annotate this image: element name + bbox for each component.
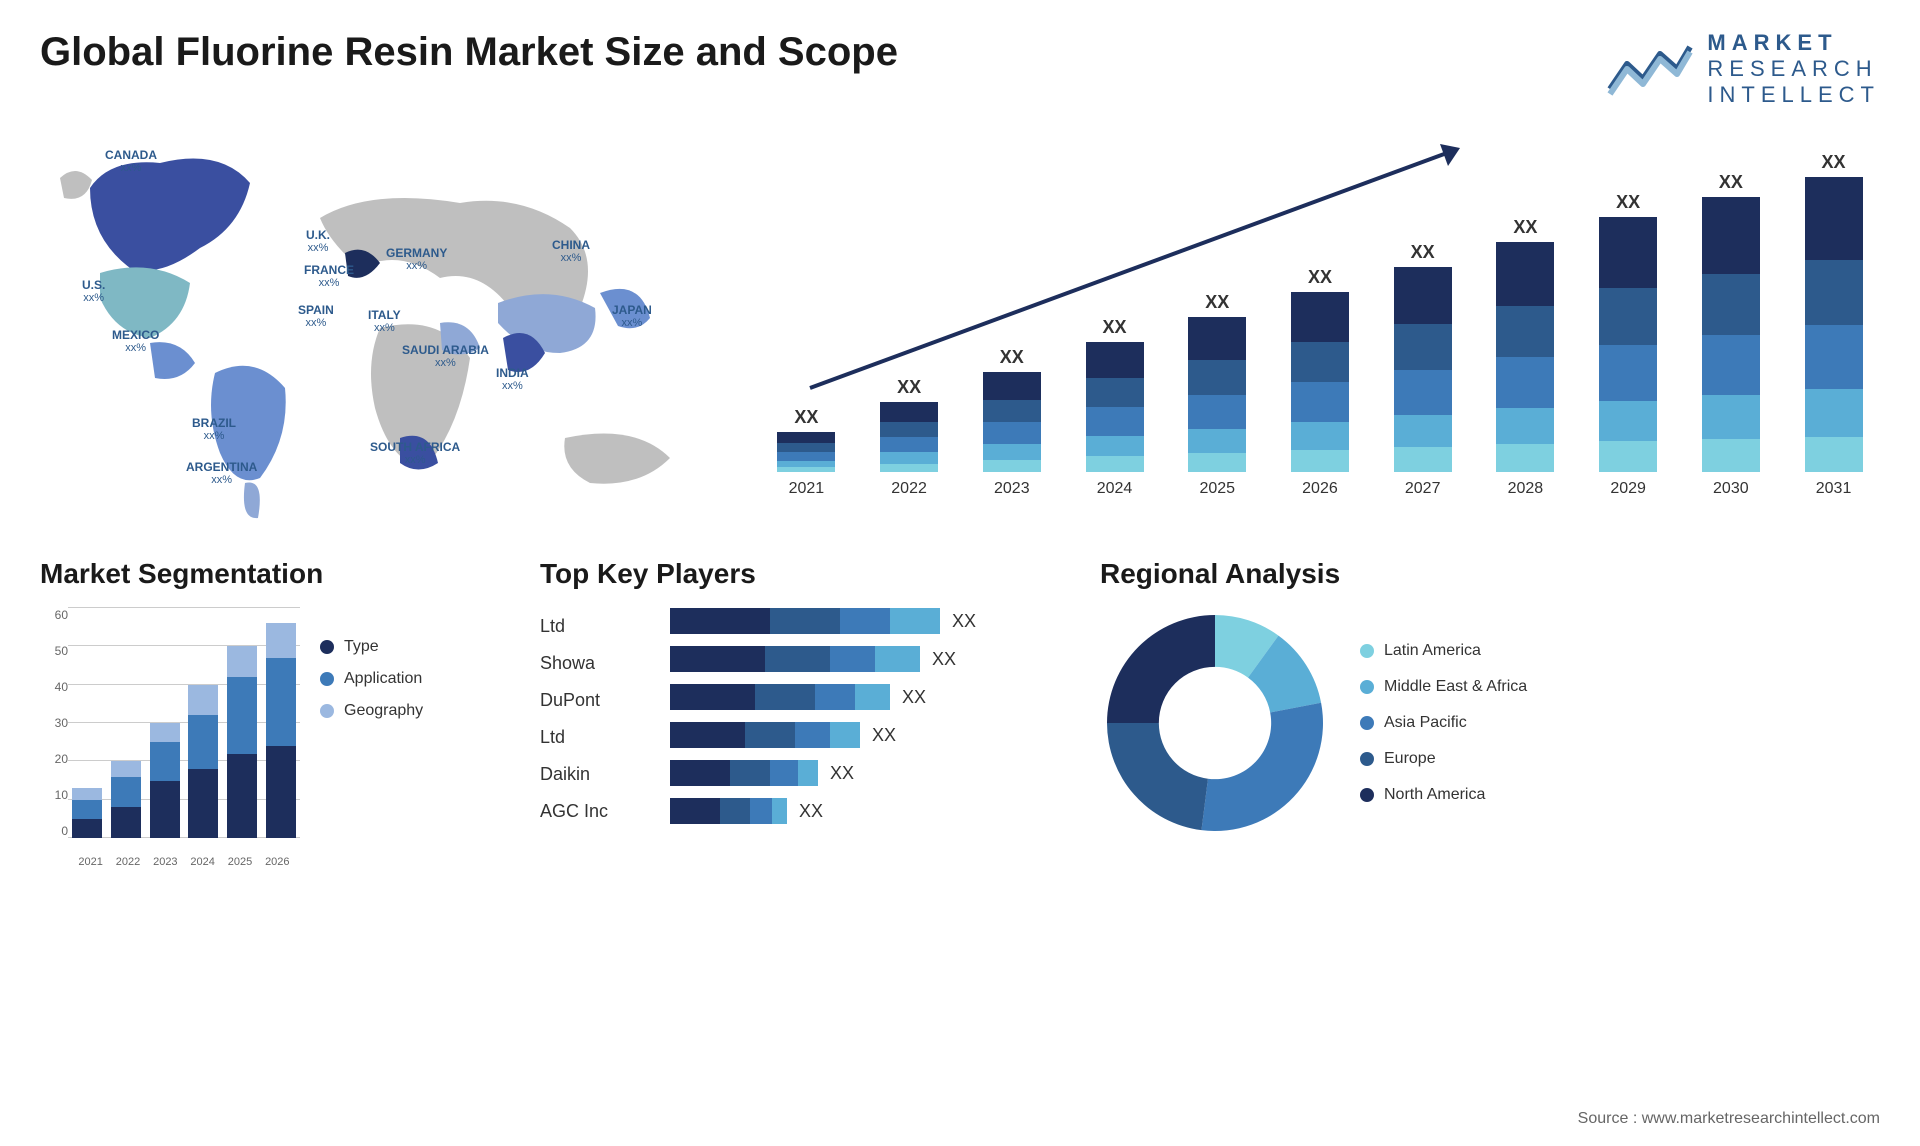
growth-bar: XX2023 xyxy=(983,347,1041,498)
player-bar: XX xyxy=(670,608,1060,634)
source-footer: Source : www.marketresearchintellect.com xyxy=(1578,1110,1880,1128)
player-label: Daikin xyxy=(540,764,650,785)
growth-bar: XX2027 xyxy=(1394,242,1452,498)
segmentation-bar xyxy=(227,646,257,838)
player-bar: XX xyxy=(670,684,1060,710)
legend-item: Type xyxy=(320,638,423,656)
country-label: CANADAxx% xyxy=(105,148,157,176)
segmentation-bar xyxy=(266,623,296,838)
segmentation-chart: 0102030405060 202120222023202420252026 xyxy=(40,608,300,868)
players-panel: Top Key Players Ltd Showa DuPont Ltd Daikin A… xyxy=(540,558,1060,868)
country-label: U.S.xx% xyxy=(82,278,105,306)
logo-icon xyxy=(1605,39,1695,99)
growth-bar: XX2031 xyxy=(1805,152,1863,498)
segmentation-panel: Market Segmentation 0102030405060 202120… xyxy=(40,558,500,868)
donut-slice xyxy=(1107,615,1215,723)
logo-line2: RESEARCH xyxy=(1707,56,1880,82)
player-label: Ltd xyxy=(540,616,650,637)
legend-item: Latin America xyxy=(1360,642,1527,660)
country-label: SAUDI ARABIAxx% xyxy=(402,343,489,371)
legend-item: Geography xyxy=(320,702,423,720)
players-title: Top Key Players xyxy=(540,558,1060,590)
legend-item: North America xyxy=(1360,786,1527,804)
player-bar: XX xyxy=(670,646,1060,672)
country-label: FRANCExx% xyxy=(304,263,354,291)
player-label: Showa xyxy=(540,653,650,674)
growth-bar: XX2024 xyxy=(1086,317,1144,498)
segmentation-bar xyxy=(72,788,102,838)
country-label: MEXICOxx% xyxy=(112,328,159,356)
growth-bar: XX2021 xyxy=(777,407,835,498)
player-label: AGC Inc xyxy=(540,801,650,822)
player-label: DuPont xyxy=(540,690,650,711)
page-title: Global Fluorine Resin Market Size and Sc… xyxy=(40,30,898,75)
player-bar: XX xyxy=(670,798,1060,824)
regional-donut-chart xyxy=(1100,608,1330,838)
segmentation-bar xyxy=(188,685,218,838)
player-label: Ltd xyxy=(540,727,650,748)
country-label: GERMANYxx% xyxy=(386,246,447,274)
segmentation-bar xyxy=(111,761,141,838)
country-label: ITALYxx% xyxy=(368,308,401,336)
brand-logo: MARKET RESEARCH INTELLECT xyxy=(1605,30,1880,108)
player-bar: XX xyxy=(670,722,1060,748)
logo-line1: MARKET xyxy=(1707,30,1880,56)
country-label: ARGENTINAxx% xyxy=(186,460,257,488)
segmentation-bar xyxy=(150,723,180,838)
legend-item: Application xyxy=(320,670,423,688)
donut-slice xyxy=(1107,723,1208,830)
growth-bar-chart: XX2021 XX2022 XX2023 XX2024 XX2025 XX2026 XX20… xyxy=(760,128,1880,528)
country-label: SPAINxx% xyxy=(298,303,334,331)
segmentation-title: Market Segmentation xyxy=(40,558,500,590)
donut-slice xyxy=(1201,703,1323,831)
growth-bar: XX2025 xyxy=(1188,292,1246,498)
growth-bar: XX2030 xyxy=(1702,172,1760,498)
legend-item: Middle East & Africa xyxy=(1360,678,1527,696)
country-label: U.K.xx% xyxy=(306,228,330,256)
logo-line3: INTELLECT xyxy=(1707,82,1880,108)
regional-title: Regional Analysis xyxy=(1100,558,1880,590)
country-label: SOUTH AFRICAxx% xyxy=(370,440,460,468)
player-bar: XX xyxy=(670,760,1060,786)
growth-bar: XX2029 xyxy=(1599,192,1657,498)
regional-panel: Regional Analysis Latin America Middle Ea… xyxy=(1100,558,1880,868)
country-label: BRAZILxx% xyxy=(192,416,236,444)
growth-bar: XX2026 xyxy=(1291,267,1349,498)
country-label: JAPANxx% xyxy=(612,303,652,331)
growth-bar: XX2022 xyxy=(880,377,938,498)
legend-item: Asia Pacific xyxy=(1360,714,1527,732)
country-label: INDIAxx% xyxy=(496,366,529,394)
world-map: CANADAxx% U.S.xx% MEXICOxx% BRAZILxx% ARGENT… xyxy=(40,128,700,528)
country-label: CHINAxx% xyxy=(552,238,590,266)
legend-item: Europe xyxy=(1360,750,1527,768)
growth-bar: XX2028 xyxy=(1496,217,1554,498)
